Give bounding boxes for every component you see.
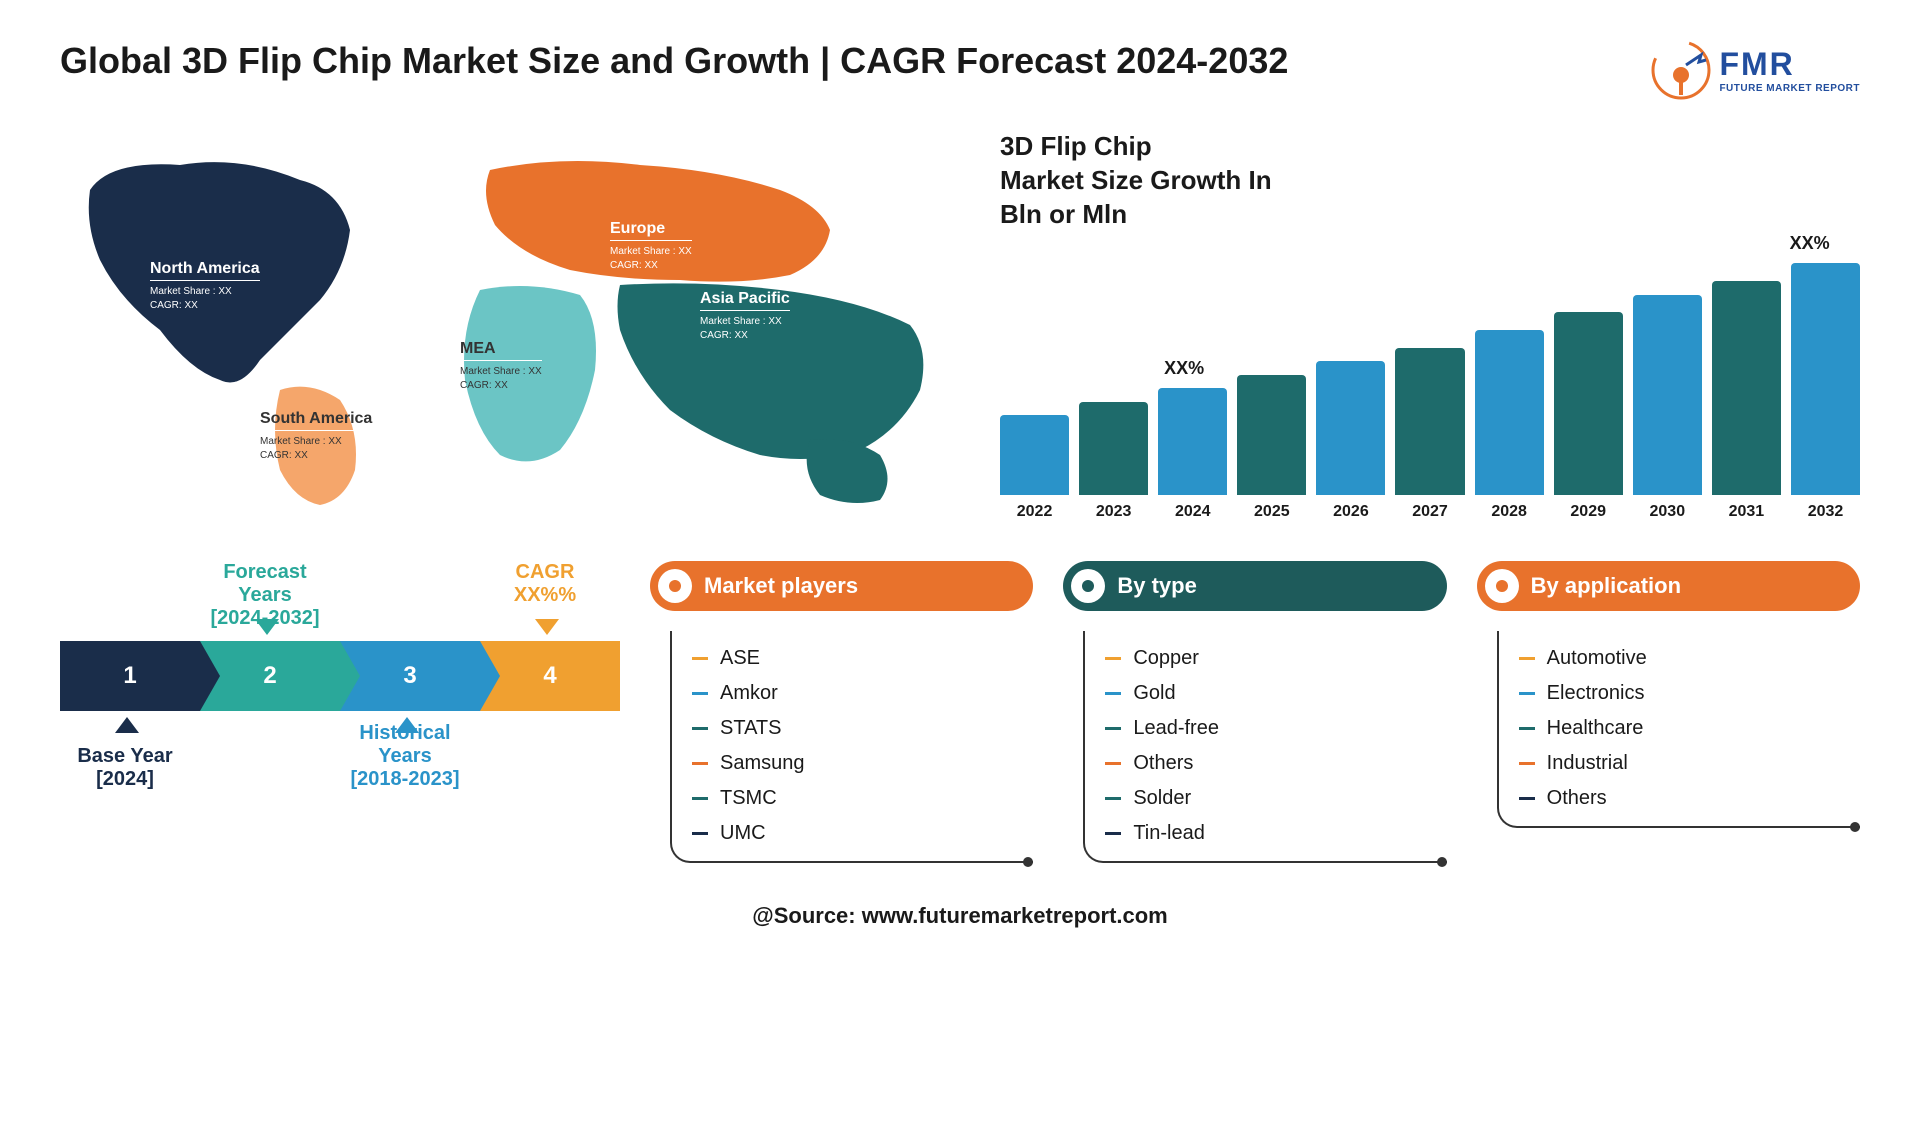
bar-2026: 2026 — [1316, 361, 1385, 521]
segment-item: Others — [1519, 781, 1860, 816]
segment-item: Automotive — [1519, 641, 1860, 676]
segment-item: Electronics — [1519, 676, 1860, 711]
segment-header: Market players — [650, 561, 1033, 611]
segment-item: Gold — [1105, 676, 1446, 711]
bar-2031: 2031 — [1712, 281, 1781, 521]
bar-2032: 2032 — [1791, 263, 1860, 521]
bar-2030: 2030 — [1633, 295, 1702, 522]
map-svg — [60, 130, 960, 510]
region-label-asia-pacific: Asia PacificMarket Share : XXCAGR: XX — [700, 290, 790, 343]
bar-2024: 2024 — [1158, 388, 1227, 521]
timeline-arrow-icon — [255, 619, 279, 635]
segment-item: Amkor — [692, 676, 1033, 711]
segment-item: Healthcare — [1519, 711, 1860, 746]
segment-item: Copper — [1105, 641, 1446, 676]
lower-row: Base Year[2024]Forecast Years[2024-2032]… — [60, 561, 1860, 863]
bar-2028: 2028 — [1475, 330, 1544, 521]
segment-list: CopperGoldLead-freeOthersSolderTin-lead — [1083, 631, 1446, 863]
timeline-seg-3: 3 — [340, 641, 480, 711]
bar-chart: 2022202320242025202620272028202920302031… — [1000, 241, 1860, 521]
region-label-mea: MEAMarket Share : XXCAGR: XX — [460, 340, 542, 393]
segment-by-application: By application AutomotiveElectronicsHealt… — [1477, 561, 1860, 863]
timeline-seg-4: 4 — [480, 641, 620, 711]
segment-list: AutomotiveElectronicsHealthcareIndustria… — [1497, 631, 1860, 828]
segment-item: Samsung — [692, 746, 1033, 781]
timeline-seg-1: 1 — [60, 641, 200, 711]
segment-by-type: By type CopperGoldLead-freeOthersSolderTi… — [1063, 561, 1446, 863]
bar-2029: 2029 — [1554, 312, 1623, 521]
timeline-seg-2: 2 — [200, 641, 340, 711]
segment-item: Industrial — [1519, 746, 1860, 781]
bar-2023: 2023 — [1079, 402, 1148, 522]
logo-text: FMR FUTURE MARKET REPORT — [1719, 46, 1860, 94]
timeline: Base Year[2024]Forecast Years[2024-2032]… — [60, 561, 620, 791]
timeline-arrow-icon — [535, 619, 559, 635]
timeline-arrow-icon — [115, 717, 139, 733]
segment-item: STATS — [692, 711, 1033, 746]
world-map: North AmericaMarket Share : XXCAGR: XX So… — [60, 130, 960, 510]
bar-2025: 2025 — [1237, 375, 1306, 522]
timeline-label-4: CAGRXX%% — [475, 561, 615, 607]
header: Global 3D Flip Chip Market Size and Grow… — [60, 40, 1860, 100]
source-attribution: @Source: www.futuremarketreport.com — [60, 903, 1860, 929]
timeline-arrow-icon — [395, 717, 419, 733]
logo-main: FMR — [1719, 46, 1860, 83]
region-label-south-america: South AmericaMarket Share : XXCAGR: XX — [260, 410, 372, 463]
logo-sub: FUTURE MARKET REPORT — [1719, 83, 1860, 94]
main-row: North AmericaMarket Share : XXCAGR: XX So… — [60, 130, 1860, 521]
segment-header: By application — [1477, 561, 1860, 611]
segment-item: Tin-lead — [1105, 816, 1446, 851]
segment-item: Others — [1105, 746, 1446, 781]
logo-icon — [1651, 40, 1711, 100]
segment-item: Solder — [1105, 781, 1446, 816]
segment-list: ASEAmkorSTATSSamsungTSMCUMC — [670, 631, 1033, 863]
logo: FMR FUTURE MARKET REPORT — [1651, 40, 1860, 100]
segment-market-players: Market players ASEAmkorSTATSSamsungTSMCUM… — [650, 561, 1033, 863]
segment-item: Lead-free — [1105, 711, 1446, 746]
segment-item: ASE — [692, 641, 1033, 676]
segment-header: By type — [1063, 561, 1446, 611]
page-title: Global 3D Flip Chip Market Size and Grow… — [60, 40, 1288, 82]
bar-2022: 2022 — [1000, 415, 1069, 521]
chart-title: 3D Flip ChipMarket Size Growth InBln or … — [1000, 130, 1860, 231]
bar-chart-section: 3D Flip ChipMarket Size Growth InBln or … — [1000, 130, 1860, 521]
segment-item: UMC — [692, 816, 1033, 851]
region-label-north-america: North AmericaMarket Share : XXCAGR: XX — [150, 260, 260, 313]
bar-2027: 2027 — [1395, 348, 1464, 521]
segment-item: TSMC — [692, 781, 1033, 816]
bar-annotation: XX% — [1164, 358, 1204, 379]
bar-annotation: XX% — [1790, 233, 1830, 254]
region-label-europe: EuropeMarket Share : XXCAGR: XX — [610, 220, 692, 273]
timeline-label-1: Base Year[2024] — [55, 745, 195, 791]
